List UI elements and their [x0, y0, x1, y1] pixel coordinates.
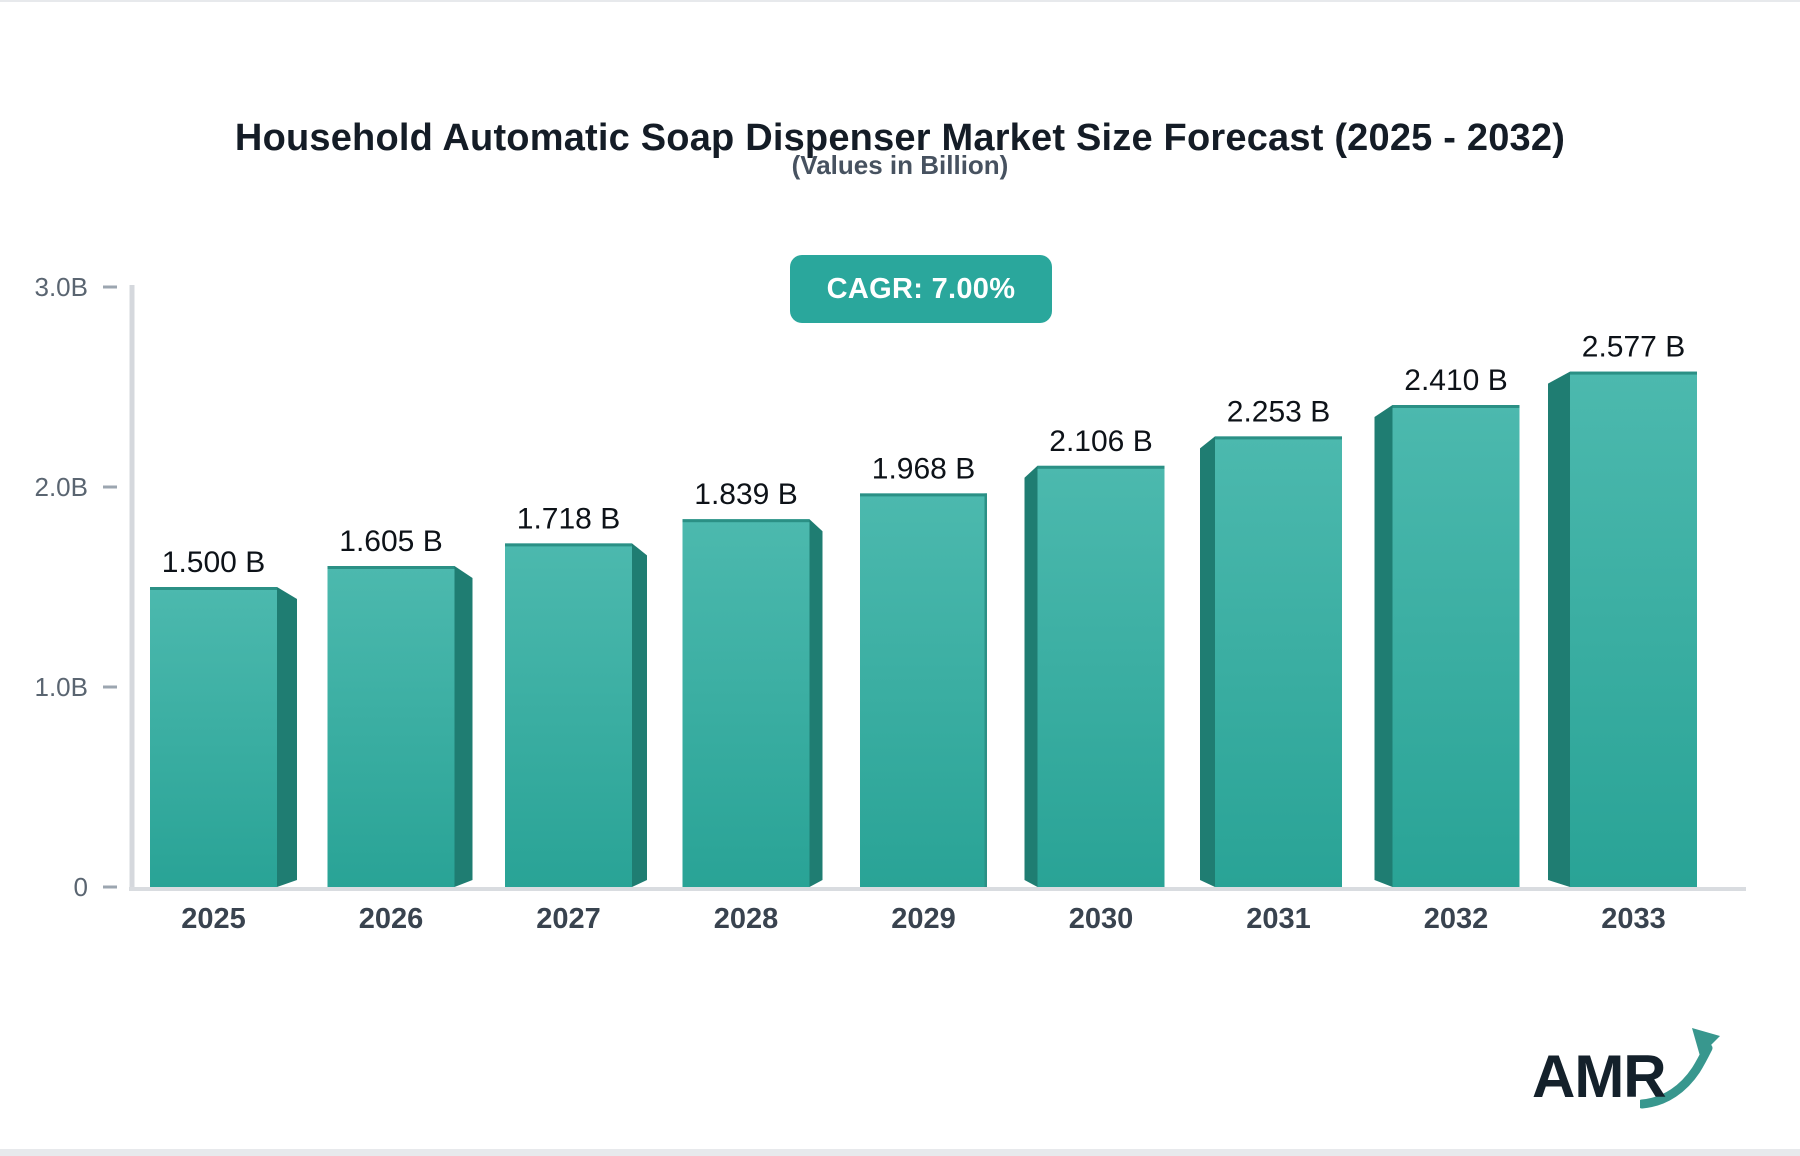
bar-2030: 2.106 B 2030 — [1024, 425, 1165, 935]
bar-top-edge — [150, 587, 277, 590]
bar-2026: 1.605 B 2026 — [327, 525, 473, 935]
x-axis-label: 2032 — [1424, 903, 1489, 935]
bar-side-face — [1374, 405, 1393, 887]
bar-face — [327, 566, 455, 887]
bar-value-label: 1.500 B — [162, 546, 265, 579]
cagr-badge: CAGR: 7.00% — [790, 255, 1052, 323]
y-axis-label: 1.0B — [35, 672, 89, 702]
x-axis-label: 2028 — [714, 903, 779, 935]
bar-value-label: 2.106 B — [1049, 425, 1152, 458]
bar-value-label: 1.718 B — [517, 502, 620, 535]
y-axis-label: 2.0B — [35, 472, 89, 502]
bar-2029: 1.968 B 2029 — [860, 452, 987, 935]
bar-2028: 1.839 B 2028 — [682, 478, 823, 935]
page-top-border — [0, 0, 1800, 2]
bar-value-label: 2.577 B — [1582, 331, 1685, 364]
page-subtitle: (Values in Billion) — [791, 150, 1009, 180]
bar-value-label: 1.839 B — [694, 478, 797, 511]
chart-canvas: 0 1.0B 2.0B 3.0B 1.500 B 2025 1.605 B 2026 1.718… — [35, 272, 1746, 935]
amr-logo: AMR — [1532, 1028, 1722, 1112]
bar-side-face — [1548, 371, 1570, 888]
page-bottom-border — [0, 1149, 1800, 1156]
x-axis-label: 2031 — [1246, 903, 1311, 935]
y-axis-label: 3.0B — [35, 272, 89, 302]
bar-face — [682, 519, 810, 887]
bar-top-edge — [1570, 371, 1697, 375]
bar-value-label: 1.968 B — [872, 452, 975, 485]
bar-2033: 2.577 B 2033 — [1548, 331, 1697, 935]
bar-value-label: 2.253 B — [1227, 395, 1330, 428]
bar-face — [150, 587, 277, 887]
bar-side-face — [1200, 436, 1215, 887]
bar-face — [1570, 371, 1697, 888]
y-axis-label: 0 — [74, 872, 88, 902]
bar-side-face — [277, 587, 297, 887]
x-axis-label: 2030 — [1069, 903, 1134, 935]
logo-text: AMR — [1532, 1043, 1667, 1110]
bar-top-edge — [860, 493, 987, 497]
bar-face — [1215, 436, 1342, 887]
bar-top-edge — [327, 566, 455, 569]
bar-side-face — [454, 566, 473, 887]
bar-2025: 1.500 B 2025 — [150, 546, 297, 935]
bar-side-face — [632, 543, 647, 887]
bar-top-edge — [1215, 436, 1342, 440]
bar-top-edge — [682, 519, 810, 523]
bar-2031: 2.253 B 2031 — [1200, 395, 1342, 935]
x-axis-label: 2027 — [536, 903, 601, 935]
bar-2032: 2.410 B 2032 — [1374, 364, 1520, 935]
page-title: Household Automatic Soap Dispenser Marke… — [234, 117, 1566, 160]
bar-face — [1037, 465, 1165, 887]
bar-side-face — [809, 519, 823, 887]
bar-top-edge — [1392, 405, 1520, 408]
bar-top-edge — [1037, 465, 1165, 469]
bar-face — [860, 493, 987, 887]
x-axis-label: 2033 — [1601, 903, 1666, 935]
bar-right-edge — [984, 493, 987, 887]
bar-side-face — [1024, 465, 1038, 887]
logo-arrow-icon — [1639, 1028, 1720, 1109]
x-axis-label: 2025 — [181, 903, 246, 935]
market-size-bar-chart: 0 1.0B 2.0B 3.0B 1.500 B 2025 1.605 B 2026 1.718… — [0, 240, 1800, 950]
x-axis-label: 2029 — [891, 903, 956, 935]
bar-value-label: 1.605 B — [339, 525, 442, 558]
x-axis-label: 2026 — [359, 903, 424, 935]
bar-value-label: 2.410 B — [1404, 364, 1507, 397]
bar-face — [1392, 405, 1520, 887]
bar-2027: 1.718 B 2027 — [505, 502, 647, 935]
bar-face — [505, 543, 632, 887]
bar-top-edge — [505, 543, 632, 547]
